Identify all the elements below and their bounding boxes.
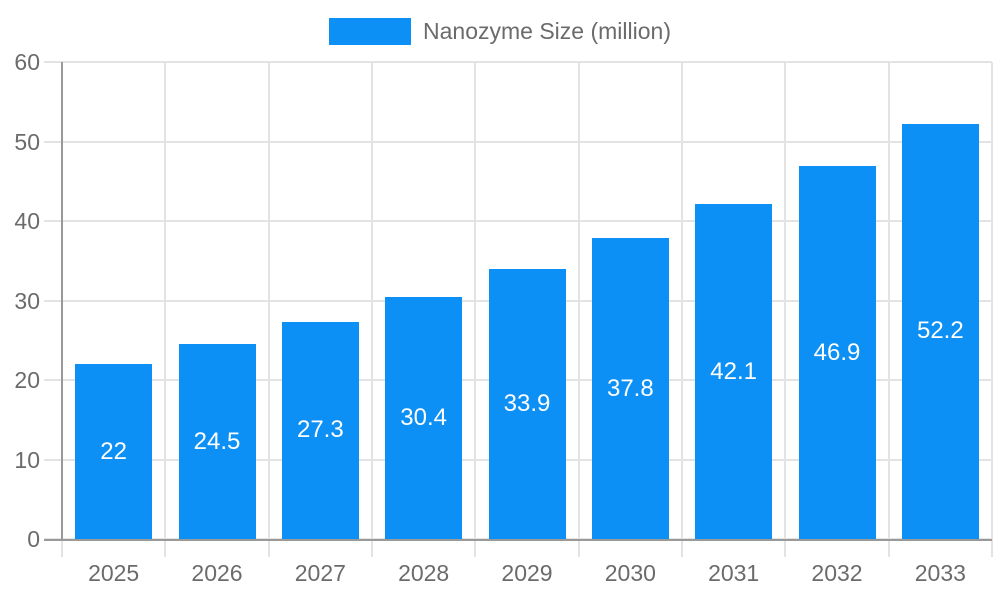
legend-item[interactable]: Nanozyme Size (million) <box>0 17 1000 45</box>
x-tick-label: 2026 <box>191 560 243 586</box>
bar-value-label: 46.9 <box>813 338 861 366</box>
y-tick-label: 60 <box>14 49 40 75</box>
v-gridline <box>991 62 993 557</box>
y-tick-label: 0 <box>27 526 40 552</box>
bar-value-label: 52.2 <box>916 317 964 345</box>
y-tick-label: 30 <box>14 287 40 314</box>
h-gridline <box>44 61 992 63</box>
legend-label: Nanozyme Size (million) <box>423 17 671 44</box>
h-gridline <box>44 140 992 143</box>
x-tick-label: 2030 <box>604 560 656 586</box>
x-tick-label: 2032 <box>811 560 863 586</box>
y-tick-label: 50 <box>14 128 40 155</box>
v-gridline <box>474 62 477 557</box>
v-gridline <box>164 62 167 557</box>
v-gridline <box>371 62 373 557</box>
v-gridline <box>681 62 683 557</box>
y-axis-line <box>61 62 63 541</box>
x-tick-label: 2033 <box>914 560 966 586</box>
legend-swatch <box>329 17 412 45</box>
x-axis-line <box>44 539 992 541</box>
bar-value-label: 22 <box>100 437 127 465</box>
bar: 30.4 <box>385 297 463 539</box>
bar-value-label: 30.4 <box>400 404 448 432</box>
v-gridline <box>577 62 580 557</box>
y-tick-label: 20 <box>14 367 40 393</box>
v-gridline <box>267 62 270 557</box>
h-gridline <box>44 220 992 222</box>
bar: 37.8 <box>591 238 669 539</box>
bar: 22 <box>75 364 153 539</box>
bar: 27.3 <box>281 321 359 539</box>
v-gridline <box>784 62 787 557</box>
bar-value-label: 24.5 <box>193 427 241 455</box>
bar: 33.9 <box>488 269 566 539</box>
x-tick-label: 2031 <box>708 560 760 586</box>
bar: 42.1 <box>695 204 773 539</box>
bar: 46.9 <box>798 166 876 539</box>
x-tick-label: 2029 <box>501 560 553 586</box>
bar: 52.2 <box>901 124 979 539</box>
bar-value-label: 42.1 <box>710 357 758 385</box>
y-tick-label: 10 <box>14 446 40 473</box>
bar-value-label: 37.8 <box>606 374 654 402</box>
x-tick-label: 2028 <box>398 560 450 586</box>
bar: 24.5 <box>178 344 256 539</box>
x-tick-label: 2025 <box>88 560 140 586</box>
bar-value-label: 33.9 <box>503 390 551 418</box>
y-tick-label: 40 <box>14 208 40 234</box>
bar-value-label: 27.3 <box>296 416 344 444</box>
x-tick-label: 2027 <box>294 560 346 586</box>
v-gridline <box>887 62 890 557</box>
